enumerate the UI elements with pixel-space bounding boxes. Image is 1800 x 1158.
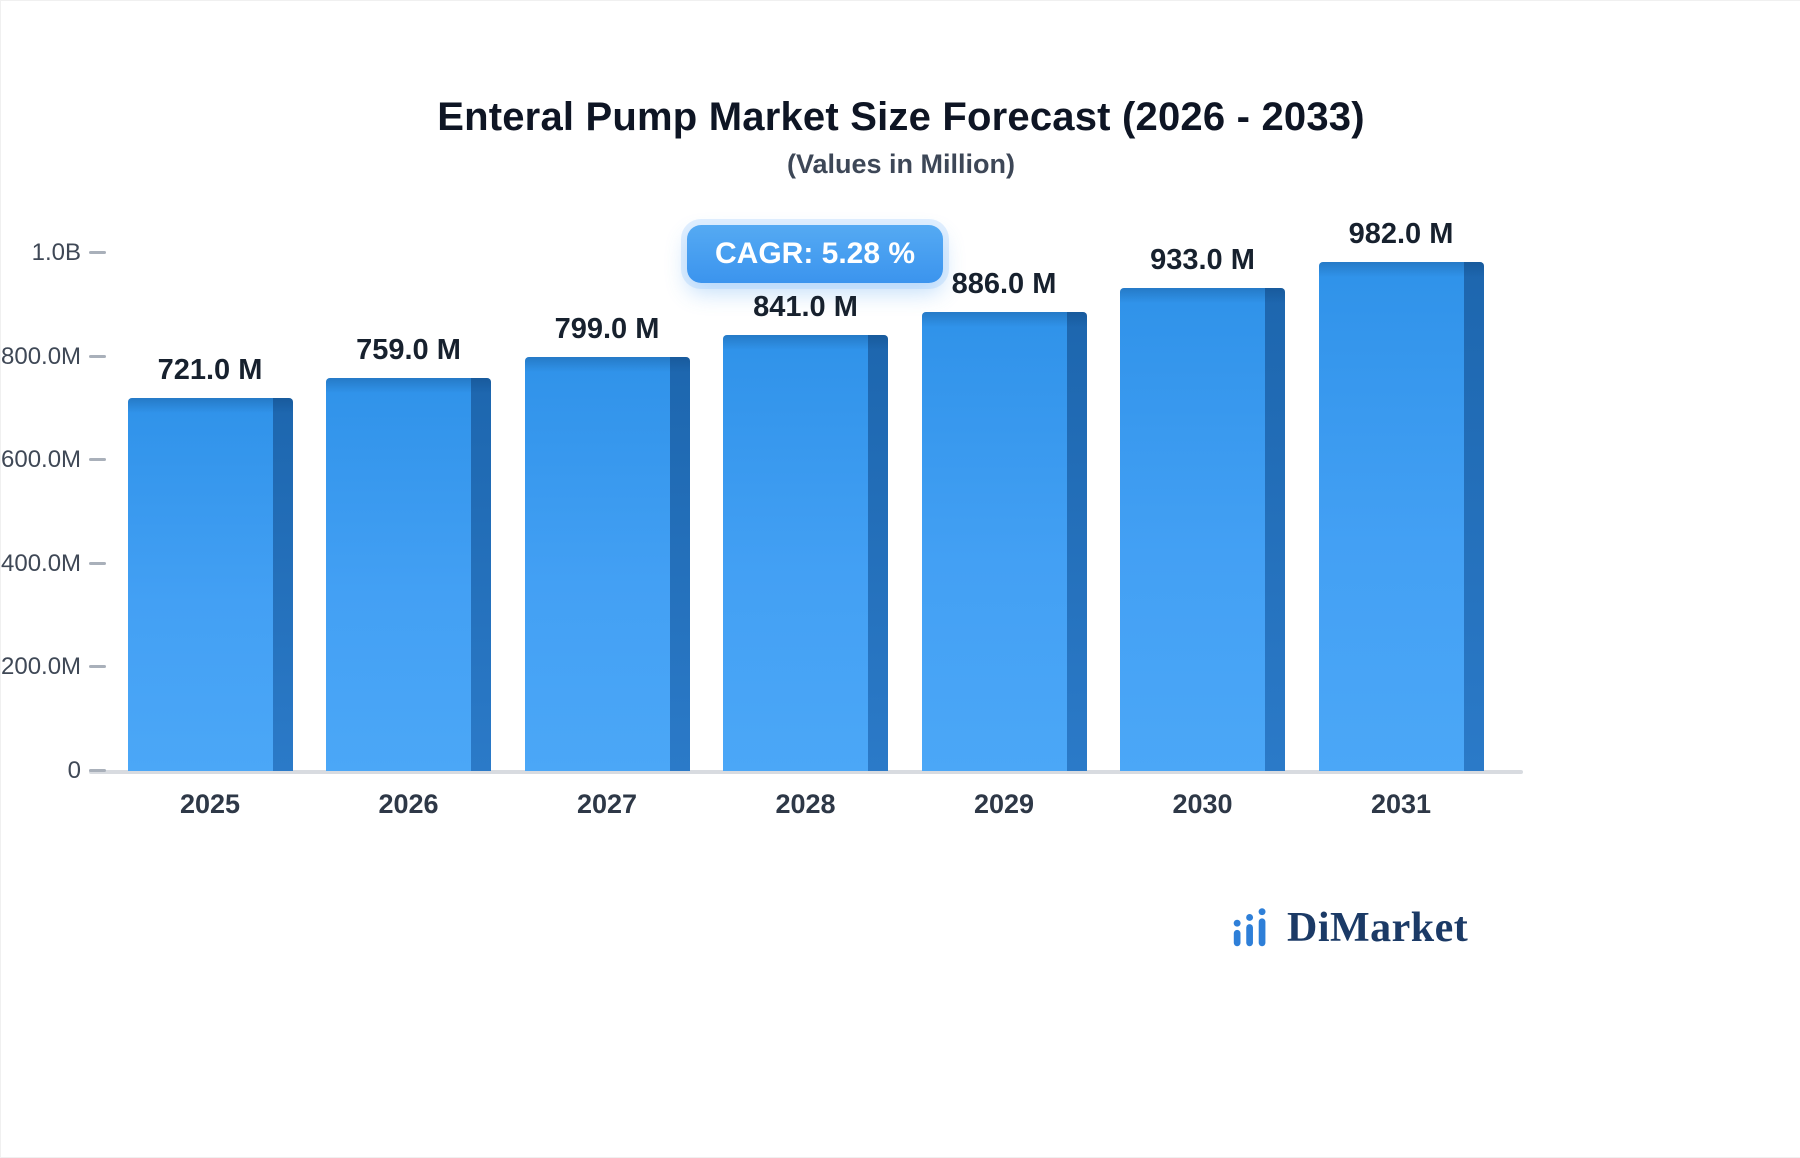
y-axis-tick-mark [89, 354, 106, 358]
x-axis-category-label: 2026 [378, 789, 439, 819]
bar-top-cap [1318, 262, 1484, 278]
bar-face [127, 397, 273, 771]
bar-value-label: 933.0 M [1150, 243, 1255, 276]
dimarket-logo: DiMarket [1229, 904, 1468, 952]
bar-value-label: 982.0 M [1348, 218, 1454, 251]
y-axis-tick-mark [89, 769, 106, 772]
x-axis-category-label: 2027 [576, 789, 638, 819]
x-axis-category-label: 2025 [179, 789, 241, 819]
y-axis-tick-label: 0 [67, 757, 81, 784]
bar-value-label: 799.0 M [554, 313, 660, 346]
bar-side [1265, 287, 1285, 771]
y-axis-tick-mark [89, 665, 106, 669]
bar [127, 397, 293, 771]
bar-value-label: 721.0 M [157, 353, 263, 386]
bar-side [272, 397, 293, 771]
bar-face [921, 312, 1067, 771]
bar-top-cap [127, 397, 293, 413]
bar [723, 335, 888, 771]
y-axis-tick-mark [89, 561, 106, 565]
bar-value-label: 759.0 M [356, 333, 461, 366]
bar [326, 377, 491, 771]
bar-face [723, 335, 868, 771]
bar-face [326, 377, 471, 771]
bar-face [524, 357, 670, 771]
bar-side [1066, 312, 1087, 771]
bar-side [669, 357, 690, 771]
bar-value-label: 841.0 M [753, 291, 858, 324]
bar [1120, 287, 1285, 771]
y-axis-tick-label: 600.0M [1, 446, 82, 474]
dimarket-logo-text: DiMarket [1287, 905, 1469, 951]
cagr-badge: CAGR: 5.28 % [687, 225, 944, 283]
x-axis-line [89, 770, 1523, 774]
bar-top-cap [326, 377, 491, 393]
bar-face [1318, 262, 1464, 771]
dimarket-logo-icon [1229, 905, 1275, 951]
x-axis-category-label: 2028 [775, 789, 836, 819]
bar-top-cap [524, 357, 690, 373]
y-axis-tick-label: 800.0M [1, 342, 82, 370]
bar-side [471, 377, 491, 771]
bar-side [868, 335, 888, 771]
y-axis-tick-label: 200.0M [1, 653, 82, 681]
bar-top-cap [1120, 287, 1285, 303]
bar [524, 357, 690, 771]
bar [921, 312, 1087, 771]
y-axis-tick-mark [89, 251, 106, 254]
chart-title: Enteral Pump Market Size Forecast (2026 … [437, 95, 1365, 139]
bar-value-label: 886.0 M [951, 268, 1057, 301]
y-axis-tick-label: 1.0B [31, 239, 81, 266]
y-axis-tick-mark [89, 458, 106, 462]
chart-subtitle: (Values in Million) [786, 149, 1016, 179]
x-axis-category-label: 2029 [973, 789, 1035, 819]
bar-side [1463, 262, 1484, 771]
y-axis-tick-label: 400.0M [1, 549, 82, 577]
bar-top-cap [921, 312, 1087, 328]
x-axis-category-label: 2030 [1172, 789, 1233, 819]
bar [1318, 262, 1484, 771]
bar-top-cap [723, 335, 888, 351]
bar-face [1120, 287, 1265, 771]
x-axis-category-label: 2031 [1370, 789, 1432, 819]
